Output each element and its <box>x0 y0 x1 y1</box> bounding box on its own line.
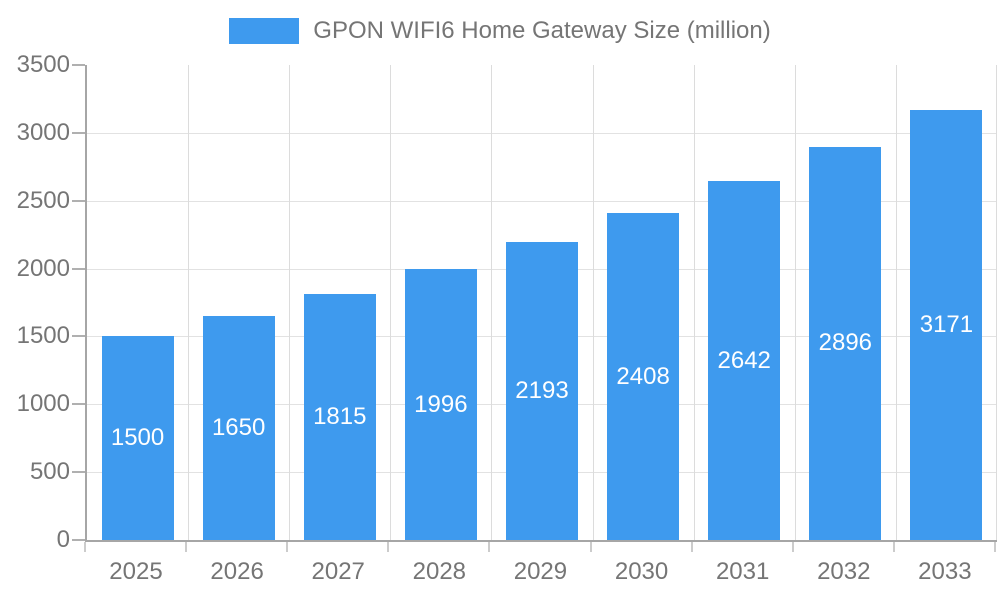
bar-value-label: 1500 <box>110 424 165 452</box>
y-axis-tick-label: 1000 <box>16 390 70 418</box>
gridline-vertical <box>491 65 493 540</box>
y-axis-tick <box>72 267 85 270</box>
x-axis-tick <box>387 542 390 552</box>
chart-legend: GPON WIFI6 Home Gateway Size (million) <box>0 17 1000 45</box>
x-axis-tick-label: 2033 <box>918 558 972 585</box>
x-axis-tick <box>84 542 86 552</box>
x-axis-tick-label: 2029 <box>513 558 568 585</box>
gridline-vertical <box>693 65 695 540</box>
gridline-vertical <box>794 65 796 540</box>
bar-2032: 2896 <box>809 146 882 540</box>
x-axis-tick <box>994 542 996 552</box>
bar-value-label: 2408 <box>616 362 670 390</box>
legend-item[interactable]: GPON WIFI6 Home Gateway Size (million) <box>229 17 771 45</box>
x-axis-tick-label: 2026 <box>210 558 264 585</box>
x-axis-tick-label: 2032 <box>817 558 871 585</box>
y-axis-tick-label: 0 <box>56 526 70 553</box>
gridline-vertical <box>390 65 392 540</box>
bar-2025: 1500 <box>101 336 174 540</box>
x-axis-tick-label: 2028 <box>412 558 467 585</box>
bar-2026: 1650 <box>202 316 275 540</box>
y-axis-tick <box>72 199 85 202</box>
y-axis-tick-label: 1500 <box>16 322 70 350</box>
bar-value-label: 2896 <box>818 329 873 357</box>
gridline-vertical <box>592 65 594 540</box>
bar-value-label: 1650 <box>211 414 266 442</box>
y-axis-tick-label: 2000 <box>16 254 70 282</box>
gridline-vertical <box>289 65 291 540</box>
plot-area: 1500 1650 1815 1996 2193 2408 2642 2896 3171 <box>85 65 997 542</box>
y-axis-tick-label: 3000 <box>16 118 70 146</box>
bar-2033: 3171 <box>910 109 983 540</box>
bar-value-label: 2642 <box>717 346 771 374</box>
x-axis-tick <box>488 542 491 552</box>
x-axis-tick-label: 2027 <box>311 558 365 585</box>
x-axis-tick-label: 2025 <box>109 558 163 585</box>
x-axis-tick-label: 2030 <box>614 558 669 585</box>
gridline-horizontal <box>87 200 997 202</box>
bar-value-label: 1815 <box>313 402 367 430</box>
x-axis-tick <box>286 542 289 552</box>
gridline-vertical <box>188 65 190 540</box>
x-axis-tick <box>589 542 592 552</box>
bar-value-label: 1996 <box>414 390 468 418</box>
bar-2029: 2193 <box>506 242 578 540</box>
y-axis-tick-label: 3500 <box>16 51 70 78</box>
gridline-horizontal <box>87 132 997 134</box>
bar-2030: 2408 <box>607 213 680 540</box>
y-axis-tick-label: 2500 <box>16 186 70 214</box>
y-axis-tick-label: 500 <box>29 458 70 486</box>
y-axis-tick <box>72 335 85 338</box>
gridline-vertical <box>895 65 897 540</box>
gridline-vertical <box>996 65 997 540</box>
bar-2028: 1996 <box>404 269 477 540</box>
bar-value-label: 2193 <box>515 377 569 405</box>
x-axis-tick <box>892 542 895 552</box>
x-axis-tick-label: 2031 <box>715 558 770 585</box>
legend-swatch <box>229 18 300 44</box>
y-axis-tick <box>72 471 85 474</box>
x-axis-tick <box>690 542 693 552</box>
y-axis-tick <box>72 64 85 66</box>
y-axis-tick <box>72 403 85 406</box>
x-axis-tick <box>791 542 794 552</box>
bar-value-label: 3171 <box>919 310 974 338</box>
legend-label: GPON WIFI6 Home Gateway Size (million) <box>313 17 771 44</box>
x-axis-tick <box>185 542 188 552</box>
y-axis-tick <box>72 131 85 134</box>
bar-2027: 1815 <box>303 293 376 540</box>
y-axis-tick <box>72 539 85 541</box>
bar-2031: 2642 <box>708 181 781 540</box>
